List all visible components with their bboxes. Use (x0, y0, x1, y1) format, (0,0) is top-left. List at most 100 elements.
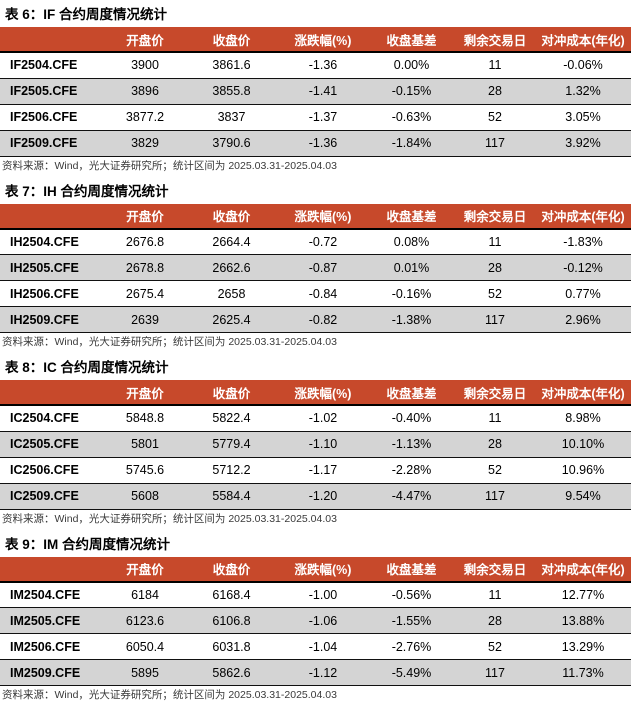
value-cell: -0.63% (368, 104, 455, 131)
contract-cell: IM2505.CFE (0, 607, 105, 634)
contract-cell: IM2506.CFE (0, 633, 105, 660)
column-header: 收盘基差 (368, 380, 455, 406)
value-cell: 2639 (105, 306, 185, 333)
table-body: IC2504.CFE 5848.8 5822.4 -1.02 -0.40% 11 8.98%… (0, 405, 631, 510)
value-cell: -1.17 (278, 457, 368, 484)
value-cell: -4.47% (368, 483, 455, 510)
table-block: 表 6：IF 合约周度情况统计 开盘价 收盘价 涨跌幅(%) 收盘基差 剩余交易日 对冲成本… (0, 6, 631, 173)
value-cell: 11 (455, 405, 535, 432)
value-cell: 28 (455, 254, 535, 281)
value-cell: 13.29% (535, 633, 631, 660)
value-cell: -0.72 (278, 228, 368, 255)
contract-cell: IC2504.CFE (0, 405, 105, 432)
contract-cell: IM2504.CFE (0, 581, 105, 608)
value-cell: 3829 (105, 130, 185, 157)
value-cell: 3877.2 (105, 104, 185, 131)
value-cell: 11 (455, 581, 535, 608)
report-page: 表 6：IF 合约周度情况统计 开盘价 收盘价 涨跌幅(%) 收盘基差 剩余交易日 对冲成本… (0, 6, 631, 702)
value-cell: 2662.6 (185, 254, 278, 281)
value-cell: 117 (455, 483, 535, 510)
value-cell: 6168.4 (185, 581, 278, 608)
header-row: 开盘价 收盘价 涨跌幅(%) 收盘基差 剩余交易日 对冲成本(年化) (0, 203, 631, 230)
column-header: 剩余交易日 (455, 27, 535, 53)
column-header (0, 203, 105, 230)
column-header: 对冲成本(年化) (535, 203, 631, 230)
column-header: 剩余交易日 (455, 556, 535, 583)
table-block: 表 8：IC 合约周度情况统计 开盘价 收盘价 涨跌幅(%) 收盘基差 剩余交易日 对冲成本… (0, 359, 631, 526)
source-note: 资料来源：Wind，光大证券研究所；统计区间为 2025.03.31-2025.… (2, 336, 337, 348)
value-cell: 6050.4 (105, 633, 185, 660)
column-header: 收盘价 (185, 380, 278, 406)
table-row: IH2509.CFE 2639 2625.4 -0.82 -1.38% 117 2.96% (0, 306, 631, 333)
table-row: IF2505.CFE 3896 3855.8 -1.41 -0.15% 28 1.32% (0, 78, 631, 105)
value-cell: 3900 (105, 52, 185, 79)
value-cell: 0.00% (368, 52, 455, 79)
value-cell: 5584.4 (185, 483, 278, 510)
table-row: IC2505.CFE 5801 5779.4 -1.10 -1.13% 28 10.10% (0, 431, 631, 458)
stats-table: 开盘价 收盘价 涨跌幅(%) 收盘基差 剩余交易日 对冲成本(年化) IM2504.CFE 6… (0, 556, 631, 686)
value-cell: 5608 (105, 483, 185, 510)
value-cell: 28 (455, 431, 535, 458)
column-header (0, 380, 105, 406)
value-cell: 8.98% (535, 405, 631, 432)
value-cell: 28 (455, 78, 535, 105)
value-cell: 2664.4 (185, 228, 278, 255)
column-header: 对冲成本(年化) (535, 380, 631, 406)
column-header: 对冲成本(年化) (535, 556, 631, 583)
value-cell: 3790.6 (185, 130, 278, 157)
value-cell: 6184 (105, 581, 185, 608)
value-cell: 11 (455, 52, 535, 79)
column-header: 涨跌幅(%) (278, 27, 368, 53)
value-cell: 3.05% (535, 104, 631, 131)
table-body: IH2504.CFE 2676.8 2664.4 -0.72 0.08% 11 -1.83%… (0, 228, 631, 333)
contract-cell: IC2509.CFE (0, 483, 105, 510)
value-cell: 5745.6 (105, 457, 185, 484)
value-cell: 11 (455, 228, 535, 255)
column-header: 开盘价 (105, 27, 185, 53)
table-title: 表 7：IH 合约周度情况统计 (5, 183, 169, 199)
value-cell: 5848.8 (105, 405, 185, 432)
value-cell: 28 (455, 607, 535, 634)
value-cell: -0.87 (278, 254, 368, 281)
value-cell: -1.06 (278, 607, 368, 634)
contract-cell: IH2505.CFE (0, 254, 105, 281)
value-cell: 0.01% (368, 254, 455, 281)
header-row: 开盘价 收盘价 涨跌幅(%) 收盘基差 剩余交易日 对冲成本(年化) (0, 27, 631, 53)
value-cell: -1.37 (278, 104, 368, 131)
table-row: IH2505.CFE 2678.8 2662.6 -0.87 0.01% 28 -0.12% (0, 254, 631, 281)
column-header: 剩余交易日 (455, 380, 535, 406)
table-row: IM2505.CFE 6123.6 6106.8 -1.06 -1.55% 28 13.88… (0, 607, 631, 634)
table-body: IF2504.CFE 3900 3861.6 -1.36 0.00% 11 -0.06% IF… (0, 52, 631, 157)
column-header: 收盘基差 (368, 27, 455, 53)
contract-cell: IH2504.CFE (0, 228, 105, 255)
column-header (0, 556, 105, 583)
value-cell: 3855.8 (185, 78, 278, 105)
value-cell: -1.84% (368, 130, 455, 157)
source-note: 资料来源：Wind，光大证券研究所；统计区间为 2025.03.31-2025.… (2, 512, 337, 525)
value-cell: 10.10% (535, 431, 631, 458)
contract-cell: IF2505.CFE (0, 78, 105, 105)
value-cell: 2625.4 (185, 306, 278, 333)
column-header: 收盘价 (185, 556, 278, 583)
value-cell: -1.36 (278, 130, 368, 157)
value-cell: -1.04 (278, 633, 368, 660)
value-cell: -0.16% (368, 280, 455, 307)
value-cell: -2.28% (368, 457, 455, 484)
contract-cell: IF2506.CFE (0, 104, 105, 131)
value-cell: -0.56% (368, 581, 455, 608)
table-row: IF2509.CFE 3829 3790.6 -1.36 -1.84% 117 3.92% (0, 130, 631, 157)
value-cell: -1.20 (278, 483, 368, 510)
value-cell: 12.77% (535, 581, 631, 608)
value-cell: 3837 (185, 104, 278, 131)
header-row: 开盘价 收盘价 涨跌幅(%) 收盘基差 剩余交易日 对冲成本(年化) (0, 380, 631, 406)
value-cell: 9.54% (535, 483, 631, 510)
source-note: 资料来源：Wind，光大证券研究所；统计区间为 2025.03.31-2025.… (2, 689, 337, 701)
table-header: 开盘价 收盘价 涨跌幅(%) 收盘基差 剩余交易日 对冲成本(年化) (0, 556, 631, 583)
value-cell: -1.10 (278, 431, 368, 458)
value-cell: 10.96% (535, 457, 631, 484)
value-cell: -1.02 (278, 405, 368, 432)
value-cell: -1.41 (278, 78, 368, 105)
table-row: IC2504.CFE 5848.8 5822.4 -1.02 -0.40% 11 8.98% (0, 405, 631, 432)
column-header: 收盘价 (185, 203, 278, 230)
value-cell: -1.00 (278, 581, 368, 608)
